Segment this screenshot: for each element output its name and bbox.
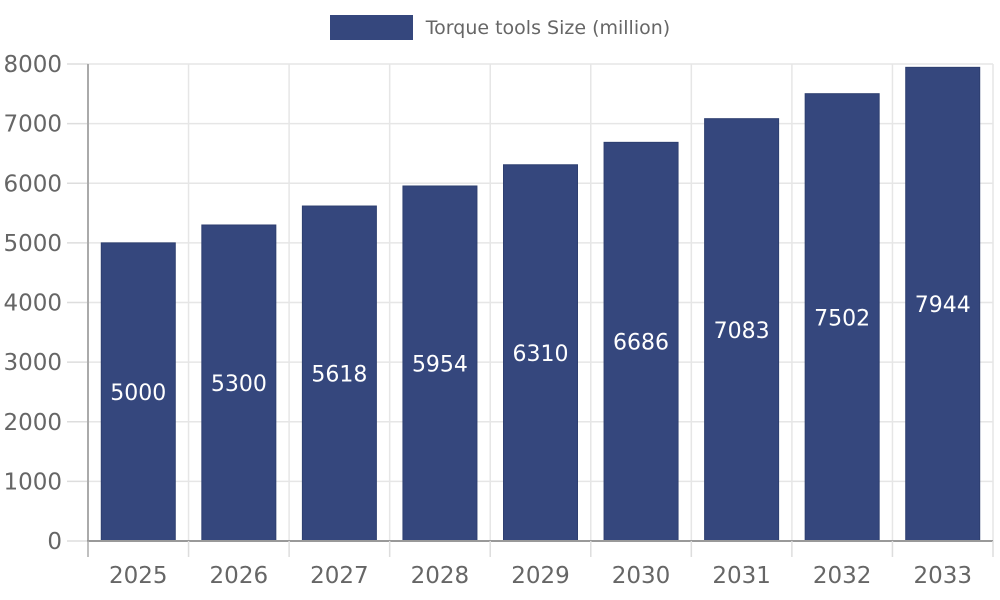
y-axis-tick-label: 1000 xyxy=(3,469,62,495)
legend[interactable]: Torque tools Size (million) xyxy=(0,15,1000,40)
bar-value-label: 6310 xyxy=(513,342,569,367)
bar[interactable] xyxy=(402,185,478,542)
x-axis-tick-label: 2032 xyxy=(813,563,872,589)
bar[interactable] xyxy=(603,141,679,542)
bar[interactable] xyxy=(704,118,780,542)
y-axis-tick-label: 2000 xyxy=(3,410,62,436)
x-axis-tick-label: 2033 xyxy=(913,563,972,589)
legend-label: Torque tools Size (million) xyxy=(425,16,671,39)
x-axis-tick-label: 2029 xyxy=(511,563,570,589)
y-axis-tick-label: 6000 xyxy=(3,171,62,197)
y-axis-tick-label: 3000 xyxy=(3,350,62,376)
y-axis-tick-label: 7000 xyxy=(3,112,62,138)
y-axis-tick-label: 0 xyxy=(47,529,62,555)
bar-value-label: 7502 xyxy=(814,306,870,331)
x-axis-tick-label: 2030 xyxy=(612,563,671,589)
bar[interactable] xyxy=(503,164,578,542)
y-axis-tick-label: 8000 xyxy=(3,52,62,78)
y-axis-tick-label: 4000 xyxy=(3,291,62,317)
x-axis-tick-label: 2028 xyxy=(411,563,470,589)
bar-value-label: 5000 xyxy=(110,381,166,406)
legend-swatch xyxy=(329,15,413,40)
x-axis-tick-label: 2031 xyxy=(712,563,771,589)
bar[interactable] xyxy=(804,93,880,542)
bar-value-label: 5618 xyxy=(311,363,367,388)
bar-value-label: 7944 xyxy=(915,293,971,318)
bar-value-label: 7083 xyxy=(714,319,770,344)
x-axis-tick-label: 2025 xyxy=(109,563,168,589)
bar-value-label: 5954 xyxy=(412,352,468,377)
bar[interactable] xyxy=(100,242,176,542)
x-axis-tick-label: 2027 xyxy=(310,563,369,589)
bar-value-label: 6686 xyxy=(613,331,669,356)
bar[interactable] xyxy=(201,224,277,542)
bar[interactable] xyxy=(905,66,981,542)
x-axis-tick-label: 2026 xyxy=(210,563,269,589)
bar-value-label: 5300 xyxy=(211,372,267,397)
bar[interactable] xyxy=(301,205,377,542)
y-axis-tick-label: 5000 xyxy=(3,231,62,257)
